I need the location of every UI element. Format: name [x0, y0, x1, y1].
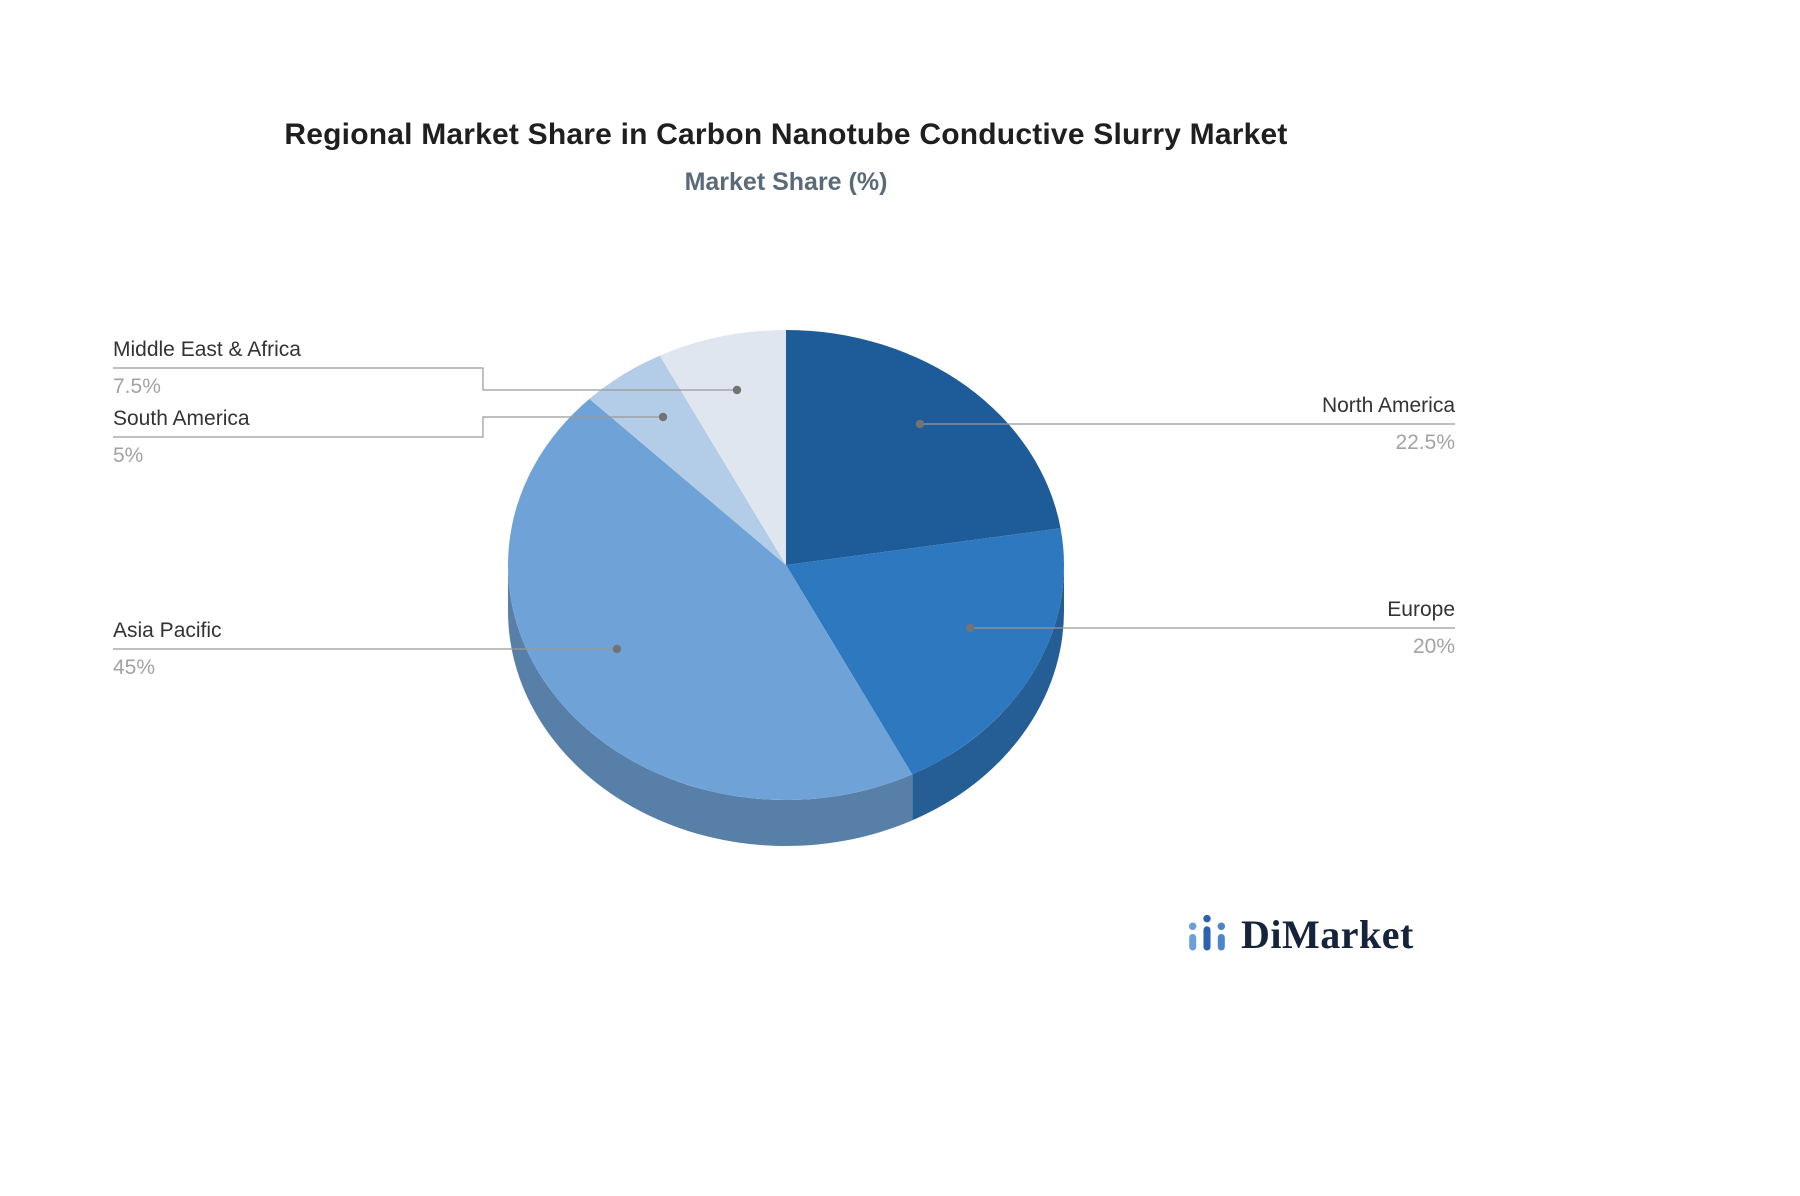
- pie-slice-side: [508, 565, 913, 846]
- leader-dot: [732, 385, 742, 395]
- chart-header: Regional Market Share in Carbon Nanotube…: [0, 0, 1572, 197]
- leader-dot: [658, 412, 668, 422]
- pie-slice-north-america[interactable]: [786, 330, 1061, 565]
- label-leader-line: [113, 416, 663, 438]
- dimarket-logo: DiMarket: [1185, 906, 1414, 962]
- chart-title: Regional Market Share in Carbon Nanotube…: [284, 118, 1288, 151]
- pie-slice-south-america[interactable]: [589, 355, 786, 565]
- pie-slice-side: [912, 565, 1064, 821]
- pie-slice-middle-east-africa[interactable]: [659, 330, 786, 565]
- leader-dot: [915, 419, 925, 429]
- leader-dot: [612, 644, 622, 654]
- dimarket-logo-icon: [1188, 914, 1226, 951]
- dimarket-logo-text: DiMarket: [1241, 911, 1414, 957]
- chart-subtitle: Market Share (%): [684, 168, 888, 196]
- leader-dot: [965, 623, 975, 633]
- pie-slice-europe[interactable]: [786, 528, 1064, 775]
- label-leader-line: [113, 367, 737, 391]
- pie-slice-asia-pacific[interactable]: [507, 398, 913, 801]
